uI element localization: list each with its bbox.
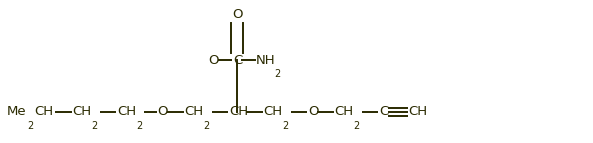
Text: CH: CH xyxy=(263,105,282,118)
Text: NH: NH xyxy=(256,54,276,66)
Text: 2: 2 xyxy=(203,121,210,131)
Text: CH: CH xyxy=(184,105,203,118)
Text: CH: CH xyxy=(409,105,428,118)
Text: C: C xyxy=(379,105,388,118)
Text: CH: CH xyxy=(229,105,248,118)
Text: O: O xyxy=(308,105,318,118)
Text: 2: 2 xyxy=(27,121,34,131)
Text: 2: 2 xyxy=(275,69,281,79)
Text: CH: CH xyxy=(72,105,91,118)
Text: CH: CH xyxy=(334,105,353,118)
Text: Me: Me xyxy=(7,105,27,118)
Text: 2: 2 xyxy=(282,121,289,131)
Text: O: O xyxy=(158,105,168,118)
Text: O: O xyxy=(209,54,219,66)
Text: 2: 2 xyxy=(136,121,142,131)
Text: CH: CH xyxy=(117,105,136,118)
Text: CH: CH xyxy=(34,105,53,118)
Text: C: C xyxy=(233,54,243,66)
Text: 2: 2 xyxy=(353,121,360,131)
Text: O: O xyxy=(232,8,243,21)
Text: 2: 2 xyxy=(91,121,98,131)
